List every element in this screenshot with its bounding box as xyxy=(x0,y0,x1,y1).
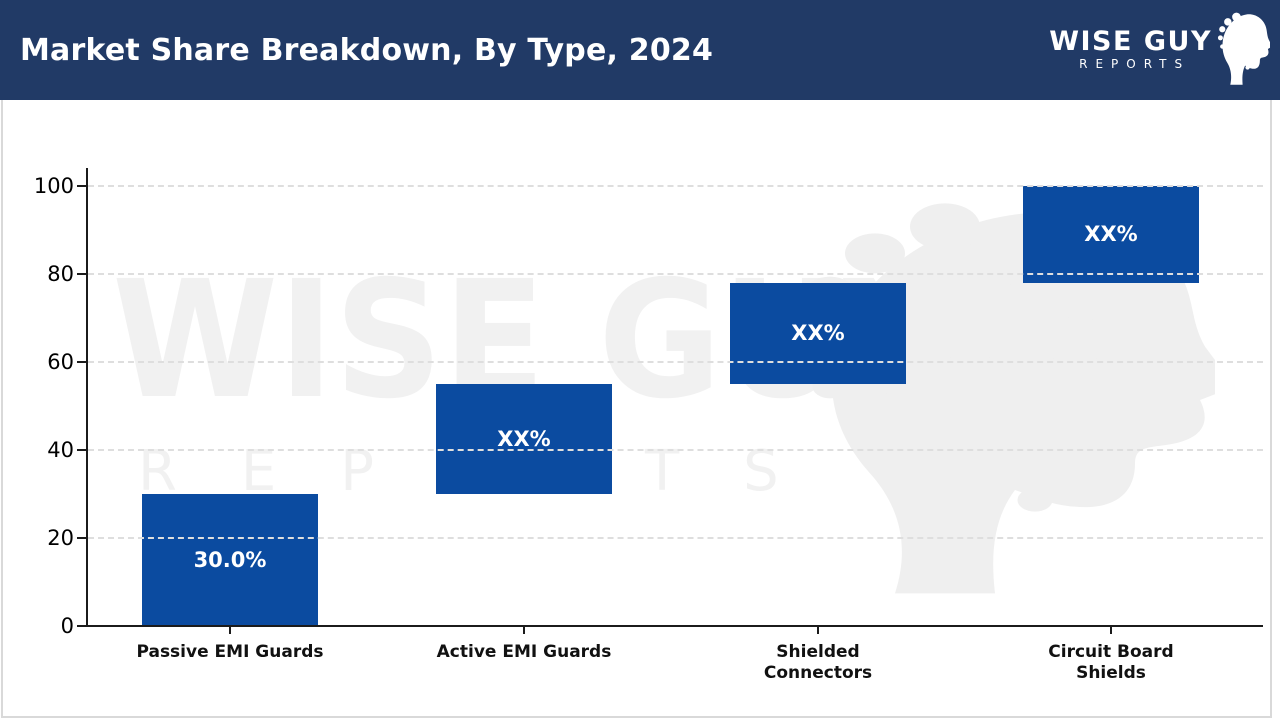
x-category-label: Active EMI Guards xyxy=(436,642,612,662)
grid-line xyxy=(88,449,1263,451)
y-axis-tick xyxy=(77,449,86,451)
x-axis-tick xyxy=(229,627,231,634)
x-category-label: Shielded Connectors xyxy=(763,642,873,684)
chart-area: WISE GUY REPORTS 02040608010030.0%XX%XX%… xyxy=(0,100,1280,720)
y-tick-label: 40 xyxy=(47,438,74,462)
y-tick-label: 20 xyxy=(47,526,74,550)
grid-line xyxy=(88,537,1263,539)
grid-line xyxy=(88,185,1263,187)
plot: 0 20 40 60 80 100 30.0% XX% XX% XX% Passive EMI Gu… xyxy=(0,100,1280,720)
x-axis-tick xyxy=(523,627,525,634)
grid-line xyxy=(88,361,1263,363)
x-category-label: Passive EMI Guards xyxy=(136,642,324,662)
y-axis-tick xyxy=(77,625,86,627)
logo-text: WISE GUY REPORTS xyxy=(1049,25,1212,72)
wiseguy-face-icon xyxy=(1217,12,1270,85)
chart-bar xyxy=(436,384,612,494)
chart-bar xyxy=(142,494,318,626)
bar-value-label: XX% xyxy=(497,427,551,451)
y-axis-tick xyxy=(77,185,86,187)
y-tick-label: 0 xyxy=(60,614,74,638)
wiseguy-logo: WISE GUY REPORTS xyxy=(1049,12,1270,86)
content-border xyxy=(1,100,1272,718)
logo-wordmark: WISE GUY xyxy=(1049,25,1212,57)
y-axis-tick xyxy=(77,537,86,539)
y-axis xyxy=(86,168,88,627)
logo-subtitle: REPORTS xyxy=(1079,57,1191,72)
x-axis xyxy=(86,625,1263,627)
page-title: Market Share Breakdown, By Type, 2024 xyxy=(20,32,714,68)
y-axis-tick xyxy=(77,361,86,363)
header-bar: Market Share Breakdown, By Type, 2024 WI… xyxy=(0,0,1280,100)
x-axis-tick xyxy=(1110,627,1112,634)
grid-line xyxy=(88,273,1263,275)
y-tick-label: 80 xyxy=(47,262,74,286)
y-tick-label: 60 xyxy=(47,350,74,374)
x-axis-tick xyxy=(817,627,819,634)
y-axis-tick xyxy=(77,273,86,275)
x-category-label: Circuit Board Shields xyxy=(1048,642,1174,684)
bar-value-label: 30.0% xyxy=(193,548,267,572)
y-tick-label: 100 xyxy=(33,174,74,198)
